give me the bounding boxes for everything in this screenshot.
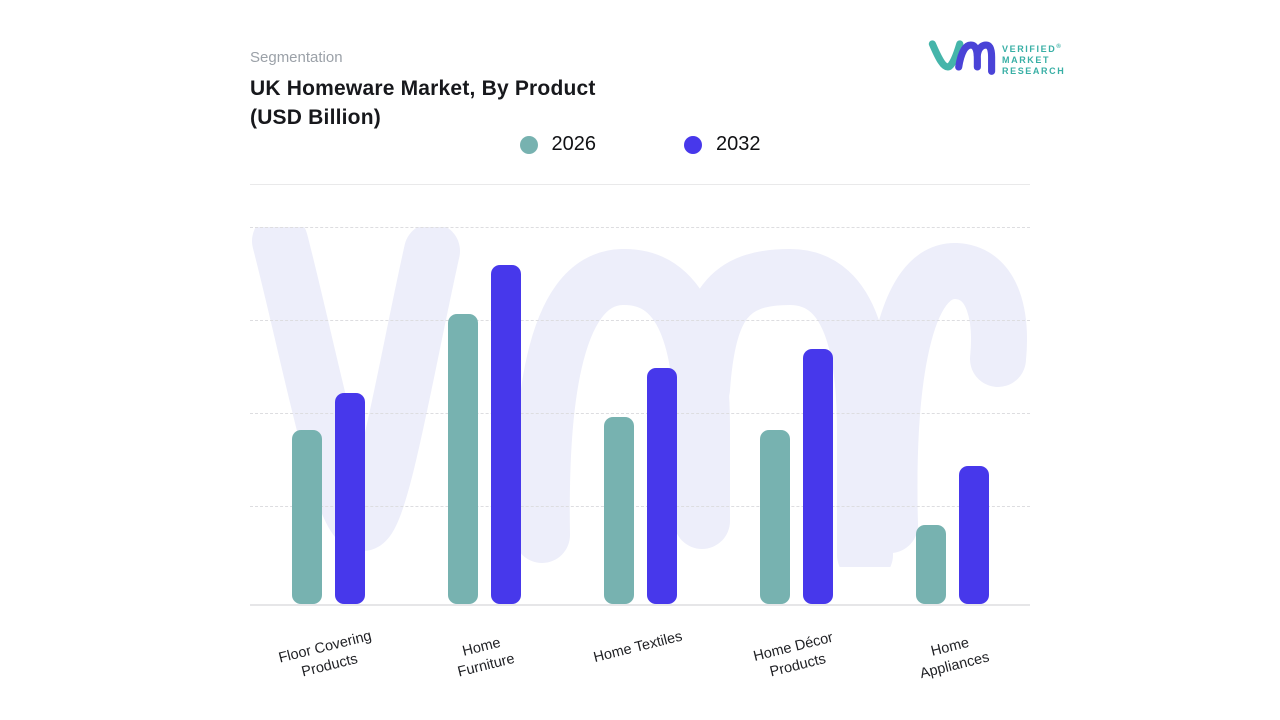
bar-2032 [646, 368, 677, 604]
bar-2032 [958, 466, 989, 604]
legend-item-2032: 2032 [684, 133, 761, 156]
category-label-slot: Home Textiles [562, 622, 718, 676]
bar-chart-plot-area [250, 227, 1030, 606]
vmr-logo-mark-icon [928, 40, 996, 75]
gridline [250, 227, 1030, 228]
logo-word-research: RESEARCH [1002, 66, 1066, 76]
chart-legend: 2026 2032 [250, 133, 1030, 156]
vmr-logo-text: VERIFIED® MARKET RESEARCH [1002, 36, 1065, 77]
x-axis-baseline [250, 604, 1030, 606]
bar-2032 [334, 392, 365, 604]
legend-label: 2026 [551, 133, 597, 155]
category-label: Home Furniture [456, 634, 517, 681]
legend-label: 2032 [716, 133, 761, 155]
bar-2032 [802, 349, 833, 604]
bar-group [718, 227, 874, 604]
gridline [250, 413, 1030, 414]
registered-mark: ® [1056, 44, 1061, 50]
chart-title-line2: (USD Billion) [250, 106, 381, 129]
category-labels: Floor Covering Products Home Furniture Home … [250, 622, 1030, 682]
gridline [250, 320, 1030, 321]
category-label: Floor Covering Products [277, 628, 374, 681]
category-label-slot: Floor Covering Products [250, 622, 406, 680]
legend-item-2026: 2026 [519, 133, 597, 156]
chart-title: UK Homeware Market, By Product (USD Bill… [250, 74, 596, 132]
logo-word-verified: VERIFIED [1002, 44, 1057, 54]
chart-eyebrow: Segmentation [250, 49, 343, 66]
bar-groups [250, 227, 1030, 604]
vmr-logo: VERIFIED® MARKET RESEARCH [928, 36, 1065, 77]
category-label-slot: Home Furniture [406, 622, 562, 681]
chart-title-line1: UK Homeware Market, By Product [250, 77, 596, 100]
category-label-slot: Home Décor Products [718, 622, 874, 681]
legend-dot [684, 135, 702, 154]
logo-word-market: MARKET [1002, 55, 1051, 65]
bar-group [562, 227, 718, 604]
category-label-slot: Home Appliances [874, 622, 1030, 682]
bar-2026 [291, 429, 322, 604]
bar-group [874, 227, 1030, 604]
bar-2026 [759, 429, 790, 604]
gridline [250, 506, 1030, 507]
bar-2026 [447, 314, 478, 604]
bar-2026 [915, 524, 946, 604]
legend-dot [519, 135, 538, 154]
bar-2026 [603, 417, 634, 604]
category-label: Home Décor Products [752, 629, 835, 681]
header-divider [250, 184, 1030, 185]
category-label: Home Textiles [591, 628, 684, 667]
bar-group [406, 227, 562, 604]
bar-group [250, 227, 406, 604]
category-label: Home Appliances [917, 634, 991, 683]
bar-2032 [490, 265, 521, 604]
